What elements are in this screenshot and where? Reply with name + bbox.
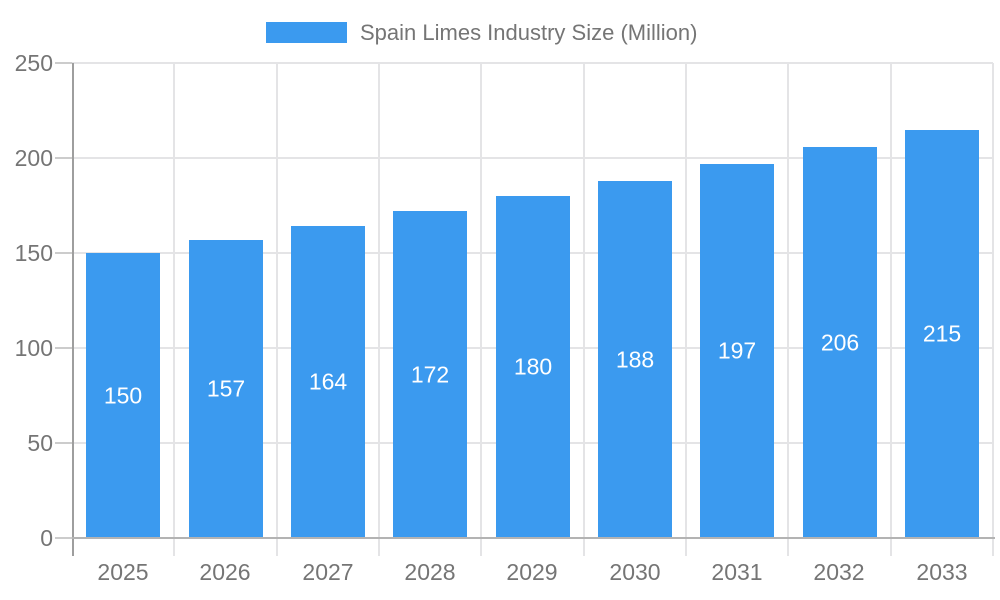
bar-2030[interactable]: 188 [598, 181, 672, 538]
x-axis-tick-label: 2026 [199, 559, 251, 585]
x-axis-tick-label: 2032 [813, 559, 865, 585]
gridline-horizontal [72, 62, 993, 64]
bar-value-label: 157 [206, 375, 246, 402]
gridline-vertical [378, 63, 380, 556]
gridline-vertical [992, 63, 994, 556]
x-axis-tick-label: 2025 [97, 559, 149, 585]
y-axis-tick-label: 0 [40, 525, 53, 551]
bar-2026[interactable]: 157 [189, 240, 263, 538]
y-axis-tick-mark [55, 347, 72, 349]
y-axis-tick-mark [55, 442, 72, 444]
gridline-vertical [480, 63, 482, 556]
bar-value-label: 150 [103, 382, 143, 408]
bar-value-label: 215 [922, 320, 962, 347]
bar-value-label: 188 [615, 346, 655, 372]
x-axis-tick-label: 2028 [404, 559, 456, 585]
y-axis-tick-mark [55, 537, 72, 539]
bar-2027[interactable]: 164 [291, 226, 365, 538]
bar-2025[interactable]: 150 [86, 253, 160, 538]
x-axis-tick-label: 2033 [916, 559, 968, 585]
bar-value-label: 172 [410, 361, 450, 387]
y-axis-tick-mark [55, 252, 72, 254]
y-axis-tick-label: 100 [14, 335, 53, 361]
x-axis-tick-label: 2029 [506, 559, 558, 585]
x-axis-tick-label: 2031 [711, 559, 763, 585]
bar-value-label: 180 [513, 353, 553, 380]
gridline-vertical [276, 63, 278, 556]
y-axis-tick-label: 200 [14, 145, 53, 171]
y-axis-tick-label: 50 [27, 430, 53, 456]
gridline-vertical [685, 63, 687, 556]
bar-value-label: 206 [820, 329, 860, 355]
bar-value-label: 164 [308, 368, 348, 395]
x-axis-tick-label: 2027 [302, 559, 354, 585]
legend[interactable]: Spain Limes Industry Size (Million) [266, 20, 697, 45]
y-axis-tick-mark [55, 62, 72, 64]
bar-2032[interactable]: 206 [803, 147, 877, 538]
y-axis-tick-label: 150 [14, 240, 53, 266]
y-axis-tick-label: 250 [14, 50, 53, 76]
bar-2029[interactable]: 180 [496, 196, 570, 538]
x-axis-line [72, 537, 995, 539]
y-axis-line [72, 63, 74, 556]
bar-value-label: 197 [717, 337, 757, 364]
gridline-vertical [787, 63, 789, 556]
gridline-vertical [583, 63, 585, 556]
bar-2028[interactable]: 172 [393, 211, 467, 538]
gridline-vertical [890, 63, 892, 556]
y-axis-tick-mark [55, 157, 72, 159]
gridline-vertical [173, 63, 175, 556]
legend-label: Spain Limes Industry Size (Million) [360, 20, 698, 45]
bar-2031[interactable]: 197 [700, 164, 774, 538]
legend-swatch[interactable] [266, 22, 347, 43]
bar-2033[interactable]: 215 [905, 130, 979, 538]
gridline-horizontal [72, 157, 993, 159]
x-axis-tick-label: 2030 [609, 559, 661, 585]
